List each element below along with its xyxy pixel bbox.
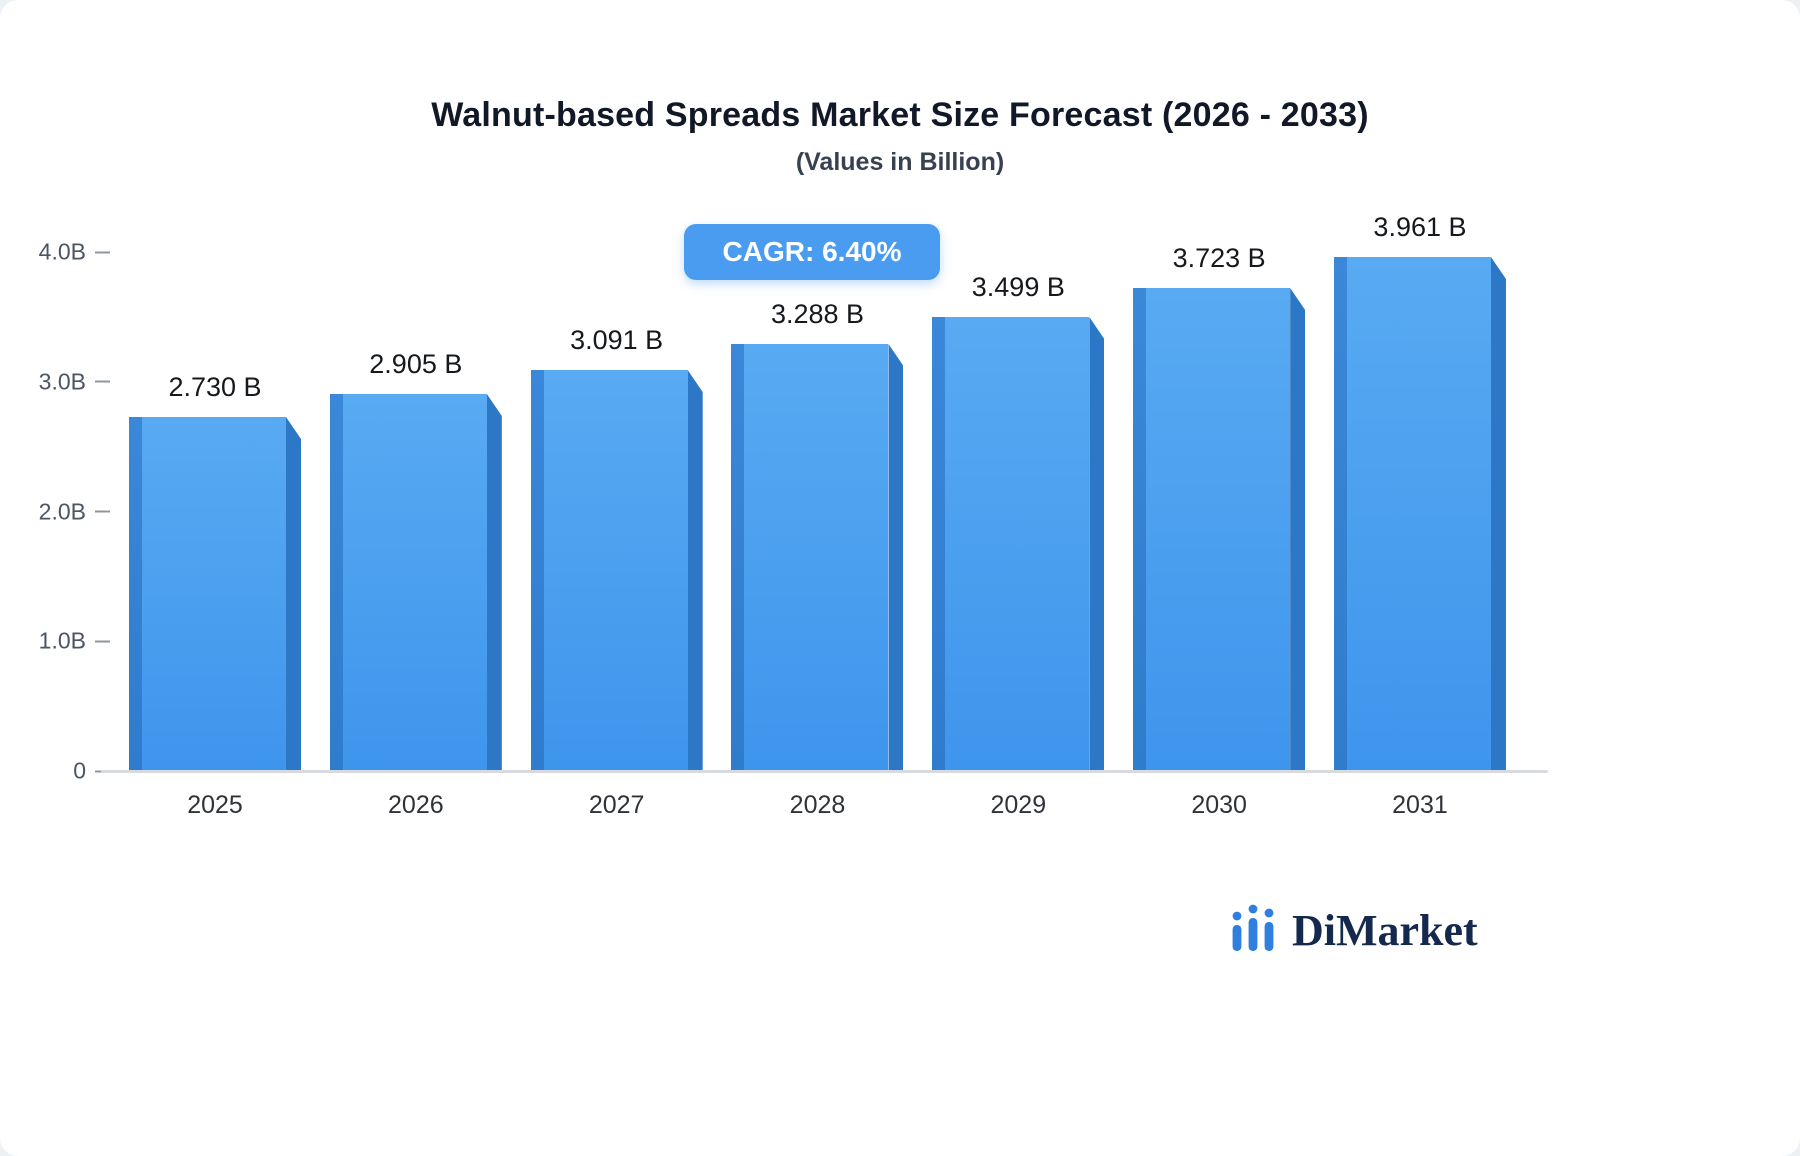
bar-value-label: 2.905 B — [369, 349, 463, 379]
x-axis-label: 2026 — [388, 791, 444, 819]
x-axis-label: 2025 — [187, 791, 243, 819]
bar-face — [1346, 257, 1491, 771]
cagr-badge: CAGR: 6.40% — [684, 224, 940, 280]
bar-face — [142, 417, 286, 771]
y-tick-mark — [95, 510, 110, 513]
y-axis: 4.0B 3.0B 2.0B 1.0B 0 — [28, 239, 110, 784]
bar-group-2030: 3.723 B 2030 — [1119, 243, 1319, 819]
bar-face — [1146, 288, 1291, 771]
bar-face — [945, 317, 1090, 771]
chart-title: Walnut-based Spreads Market Size Forecas… — [431, 96, 1369, 134]
bar-left-shade — [932, 317, 946, 771]
bar-face — [342, 394, 487, 771]
bar-value-label: 3.091 B — [570, 325, 664, 355]
x-axis-label: 2027 — [588, 791, 645, 819]
bar-value-label: 3.723 B — [1172, 243, 1266, 273]
bar-2025: 2.730 B 2025 — [129, 372, 301, 819]
bar-right-bevel — [687, 370, 703, 771]
bar-group-2027: 3.091 B 2027 — [517, 252, 717, 819]
bar-right-bevel — [486, 394, 502, 771]
bar-left-shade — [329, 394, 343, 771]
bar-2028: 3.288 B 2028 — [731, 299, 904, 819]
y-tick-mark — [95, 640, 110, 643]
bar-group-2028: 3.288 B 2028 — [717, 252, 917, 819]
y-tick-mark — [95, 380, 110, 383]
bar-value-label: 2.730 B — [168, 372, 262, 402]
y-tick-mark — [95, 251, 110, 253]
bar-2031: 3.961 B 2031 — [1333, 212, 1506, 819]
bar-2029: 3.499 B 2029 — [932, 272, 1105, 819]
bar-2026: 2.905 B 2026 — [329, 349, 502, 819]
bar-value-label: 3.288 B — [770, 299, 865, 329]
x-axis-label: 2028 — [789, 791, 846, 819]
x-axis-baseline — [101, 770, 1548, 773]
y-tick-label: 3.0B — [39, 368, 110, 395]
bar-group-2025: 2.730 B 2025 — [115, 252, 315, 819]
bar-group-2026: 2.905 B 2026 — [316, 252, 516, 819]
bar-2027: 3.091 B 2027 — [530, 325, 703, 819]
bar-right-bevel — [1490, 257, 1506, 771]
bar-left-shade — [1133, 288, 1147, 771]
y-tick-label: 4.0B — [39, 239, 110, 266]
bar-group-2031: 3.961 B 2031 — [1320, 212, 1520, 819]
brand-logo-text: DiMarket — [1292, 906, 1478, 955]
bar-value-label: 3.961 B — [1373, 212, 1467, 242]
bar-right-bevel — [286, 417, 301, 771]
y-tick-label: 1.0B — [39, 628, 110, 655]
bar-face — [543, 370, 688, 771]
cagr-badge-label: CAGR: 6.40% — [722, 236, 902, 267]
y-tick-label: 2.0B — [39, 498, 110, 525]
bar-group-2029: 3.499 B 2029 — [918, 252, 1118, 819]
x-axis-label: 2031 — [1392, 791, 1448, 819]
x-axis-label: 2029 — [990, 791, 1047, 819]
bar-2030: 3.723 B 2030 — [1133, 243, 1306, 819]
bars-container: 2.730 B 2025 2.905 B 2026 3.091 B 2027 3.288 B… — [115, 212, 1520, 819]
bar-left-shade — [129, 417, 142, 771]
bar-right-bevel — [1290, 288, 1306, 771]
brand-logo: DiMarket — [1228, 903, 1478, 953]
bar-left-shade — [731, 344, 745, 771]
bar-left-shade — [530, 370, 544, 771]
bar-right-bevel — [888, 344, 904, 771]
dimarket-bars-icon — [1232, 904, 1274, 951]
x-axis-label: 2030 — [1191, 791, 1247, 819]
chart-subtitle: (Values in Billion) — [795, 148, 1005, 176]
bar-face — [744, 344, 889, 771]
bar-value-label: 3.499 B — [971, 272, 1065, 302]
bar-right-bevel — [1089, 317, 1105, 771]
bar-left-shade — [1333, 257, 1347, 771]
plot-area: 2.730 B 2025 2.905 B 2026 3.091 B 2027 3.288 B… — [101, 212, 1548, 819]
